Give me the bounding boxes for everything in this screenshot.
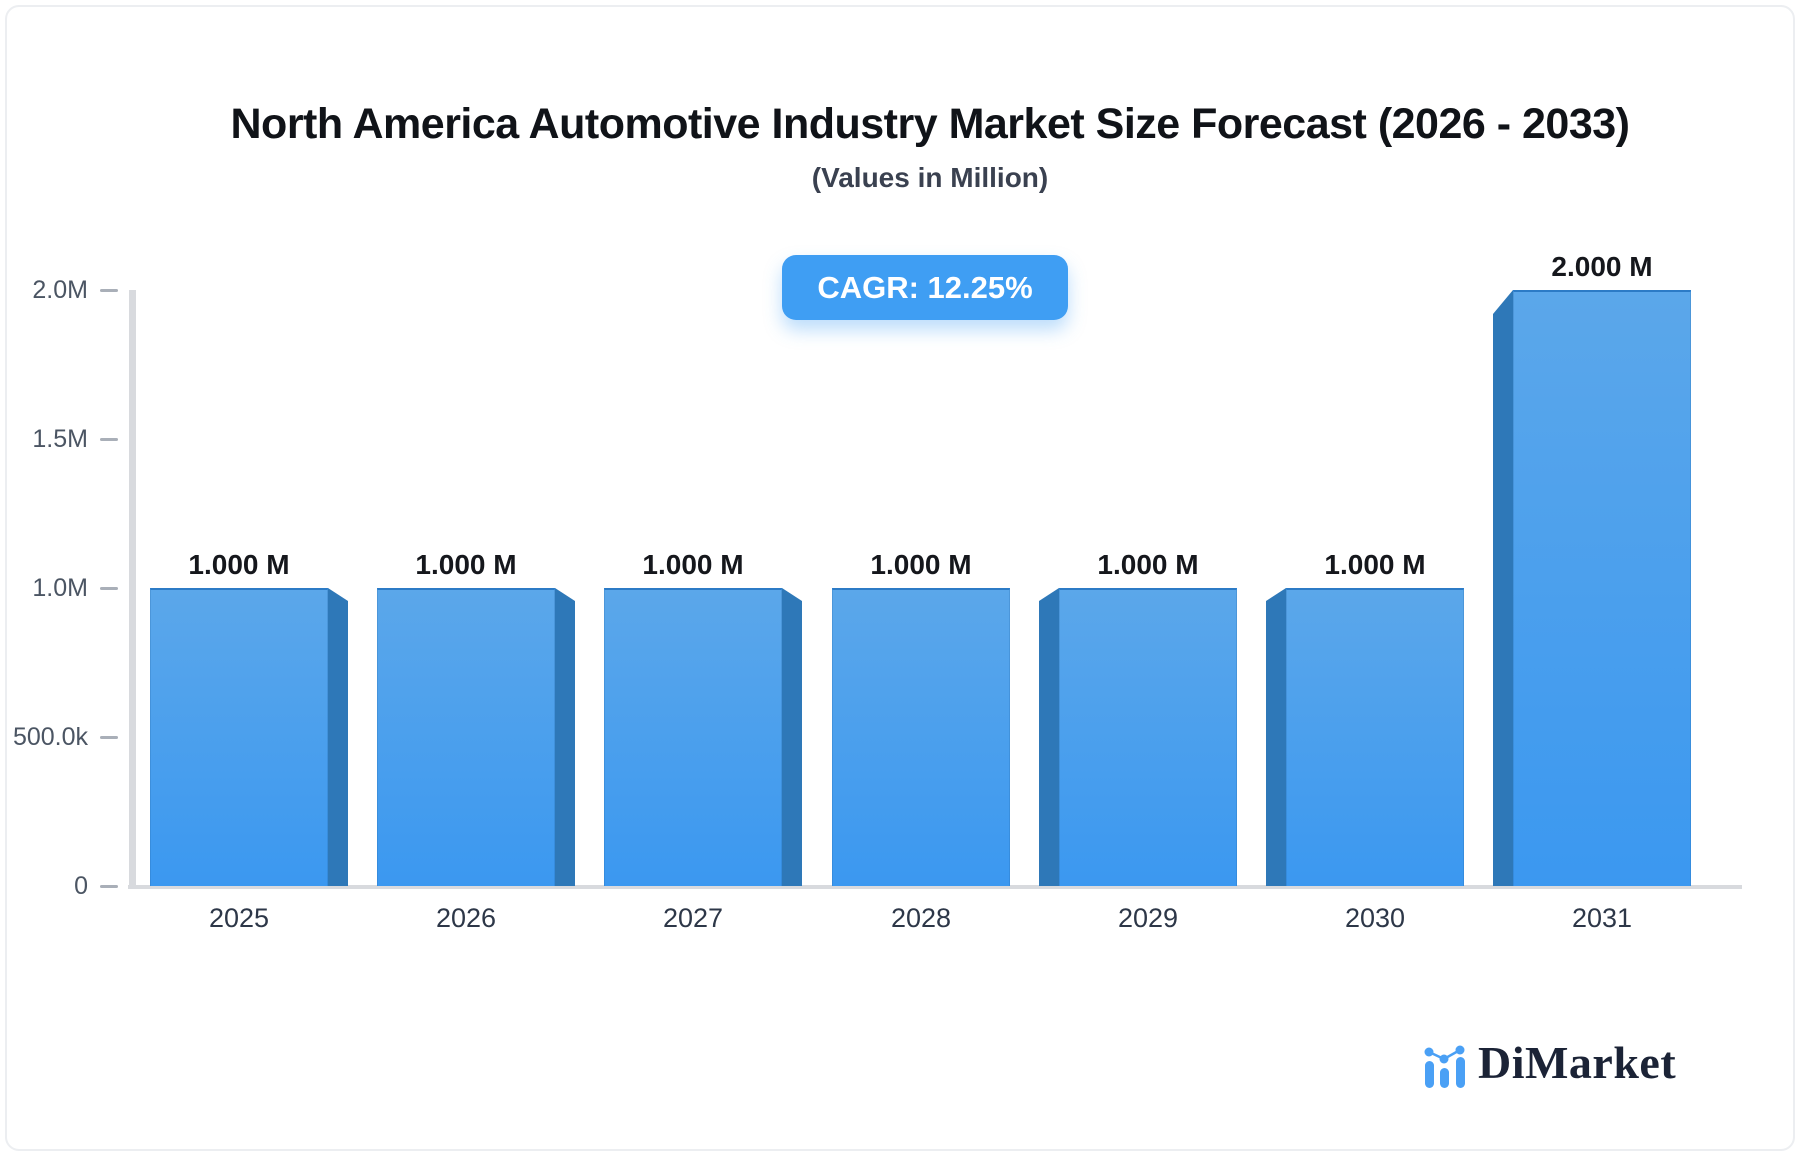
bar-2028[interactable]	[832, 588, 1010, 886]
bar-face	[150, 588, 328, 886]
bar-side-face	[555, 588, 575, 886]
y-axis-label: 500.0k	[12, 723, 88, 751]
bar-2030[interactable]	[1266, 588, 1464, 886]
bar-value-label: 1.000 M	[415, 549, 517, 580]
bar-value-label: 1.000 M	[1324, 549, 1426, 580]
bar-line-chart-icon	[1424, 1045, 1465, 1088]
x-axis-line	[128, 885, 1742, 889]
chart-subtitle: (Values in Million)	[811, 162, 1049, 193]
dimarket-logo: DiMarket	[1424, 1038, 1676, 1088]
bar-side-face	[1039, 588, 1059, 886]
y-axis-line	[129, 290, 136, 889]
bar-side-face	[1493, 290, 1513, 886]
x-axis-label: 2027	[662, 903, 724, 933]
bar-value-label: 1.000 M	[642, 549, 744, 580]
bar-2029[interactable]	[1039, 588, 1237, 886]
bar-value-label: 2.000 M	[1551, 251, 1653, 282]
y-axis-label: 1.5M	[32, 425, 88, 453]
bar-2031[interactable]	[1493, 290, 1691, 886]
chart-title: North America Automotive Industry Market…	[230, 100, 1630, 148]
bar-value-label: 1.000 M	[870, 549, 972, 580]
bar-side-face	[328, 588, 348, 886]
y-axis-label: 2.0M	[32, 276, 88, 304]
y-axis-tick	[100, 288, 118, 292]
x-axis-label: 2026	[435, 903, 497, 933]
bar-2027[interactable]	[604, 588, 802, 886]
x-axis-label: 2029	[1117, 903, 1179, 933]
bar-side-face	[782, 588, 802, 886]
logo-wordmark: DiMarket	[1478, 1037, 1677, 1088]
bar-face	[832, 588, 1010, 886]
y-axis-tick	[100, 735, 118, 739]
cagr-badge: CAGR: 12.25%	[782, 255, 1068, 320]
bar-side-face	[1266, 588, 1286, 886]
bar-face	[604, 588, 782, 886]
bar-face	[1513, 290, 1691, 886]
x-axis-label: 2030	[1344, 903, 1406, 933]
bar-face	[1286, 588, 1464, 886]
x-axis-label: 2028	[890, 903, 952, 933]
y-axis-tick	[100, 437, 118, 441]
cagr-badge-label: CAGR: 12.25%	[817, 269, 1033, 305]
bar-2025[interactable]	[150, 588, 348, 886]
x-axis-label: 2025	[208, 903, 270, 933]
y-axis-tick	[100, 586, 118, 590]
bar-value-label: 1.000 M	[188, 549, 290, 580]
bar-face	[377, 588, 555, 886]
bar-face	[1059, 588, 1237, 886]
y-axis-label: 1.0M	[32, 574, 88, 602]
y-axis-label: 0	[74, 872, 88, 900]
y-axis-tick	[100, 884, 118, 888]
bar-2026[interactable]	[377, 588, 575, 886]
bar-value-label: 1.000 M	[1097, 549, 1199, 580]
x-axis-label: 2031	[1571, 903, 1633, 933]
